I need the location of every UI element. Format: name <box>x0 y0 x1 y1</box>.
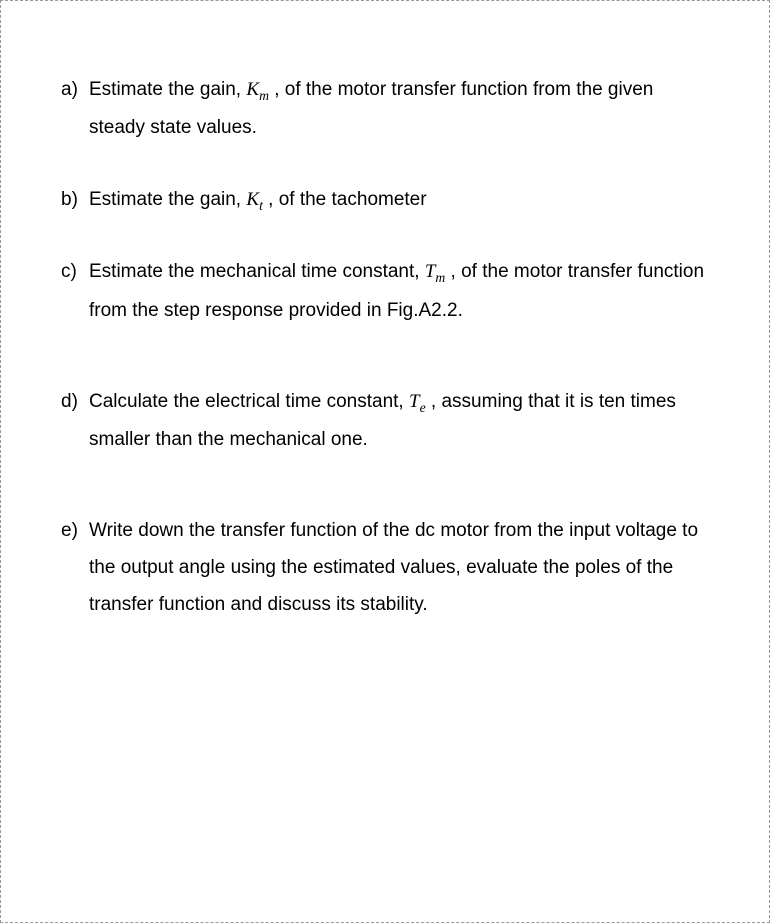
list-item: a) Estimate the gain, Km , of the motor … <box>61 71 714 147</box>
symbol-main: K <box>246 189 259 210</box>
symbol-main: K <box>246 79 259 100</box>
list-item: e) Write down the transfer function of t… <box>61 512 714 623</box>
item-body: Estimate the gain, Km , of the motor tra… <box>89 71 714 147</box>
text-pre: Estimate the gain, <box>89 189 246 210</box>
symbol-main: T <box>425 261 436 282</box>
item-body: Write down the transfer function of the … <box>89 512 714 623</box>
text-pre: Write down the transfer function of the … <box>89 520 698 615</box>
item-body: Calculate the electrical time constant, … <box>89 383 714 459</box>
symbol-sub: e <box>420 400 426 415</box>
document-page: a) Estimate the gain, Km , of the motor … <box>0 0 770 923</box>
symbol-main: T <box>409 391 420 412</box>
text-pre: Estimate the gain, <box>89 79 246 100</box>
item-body: Estimate the gain, Kt , of the tachomete… <box>89 181 714 219</box>
item-label: c) <box>61 253 89 329</box>
item-body: Estimate the mechanical time constant, T… <box>89 253 714 329</box>
list-item: d) Calculate the electrical time constan… <box>61 383 714 459</box>
item-label: d) <box>61 383 89 459</box>
list-item: c) Estimate the mechanical time constant… <box>61 253 714 329</box>
text-post: , of the tachometer <box>263 189 427 210</box>
list-item: b) Estimate the gain, Kt , of the tachom… <box>61 181 714 219</box>
item-label: b) <box>61 181 89 219</box>
symbol-sub: t <box>259 198 263 213</box>
symbol-sub: m <box>435 270 445 285</box>
symbol-sub: m <box>259 88 269 103</box>
text-pre: Calculate the electrical time constant, <box>89 391 409 412</box>
item-label: a) <box>61 71 89 147</box>
text-pre: Estimate the mechanical time constant, <box>89 261 425 282</box>
item-label: e) <box>61 512 89 623</box>
